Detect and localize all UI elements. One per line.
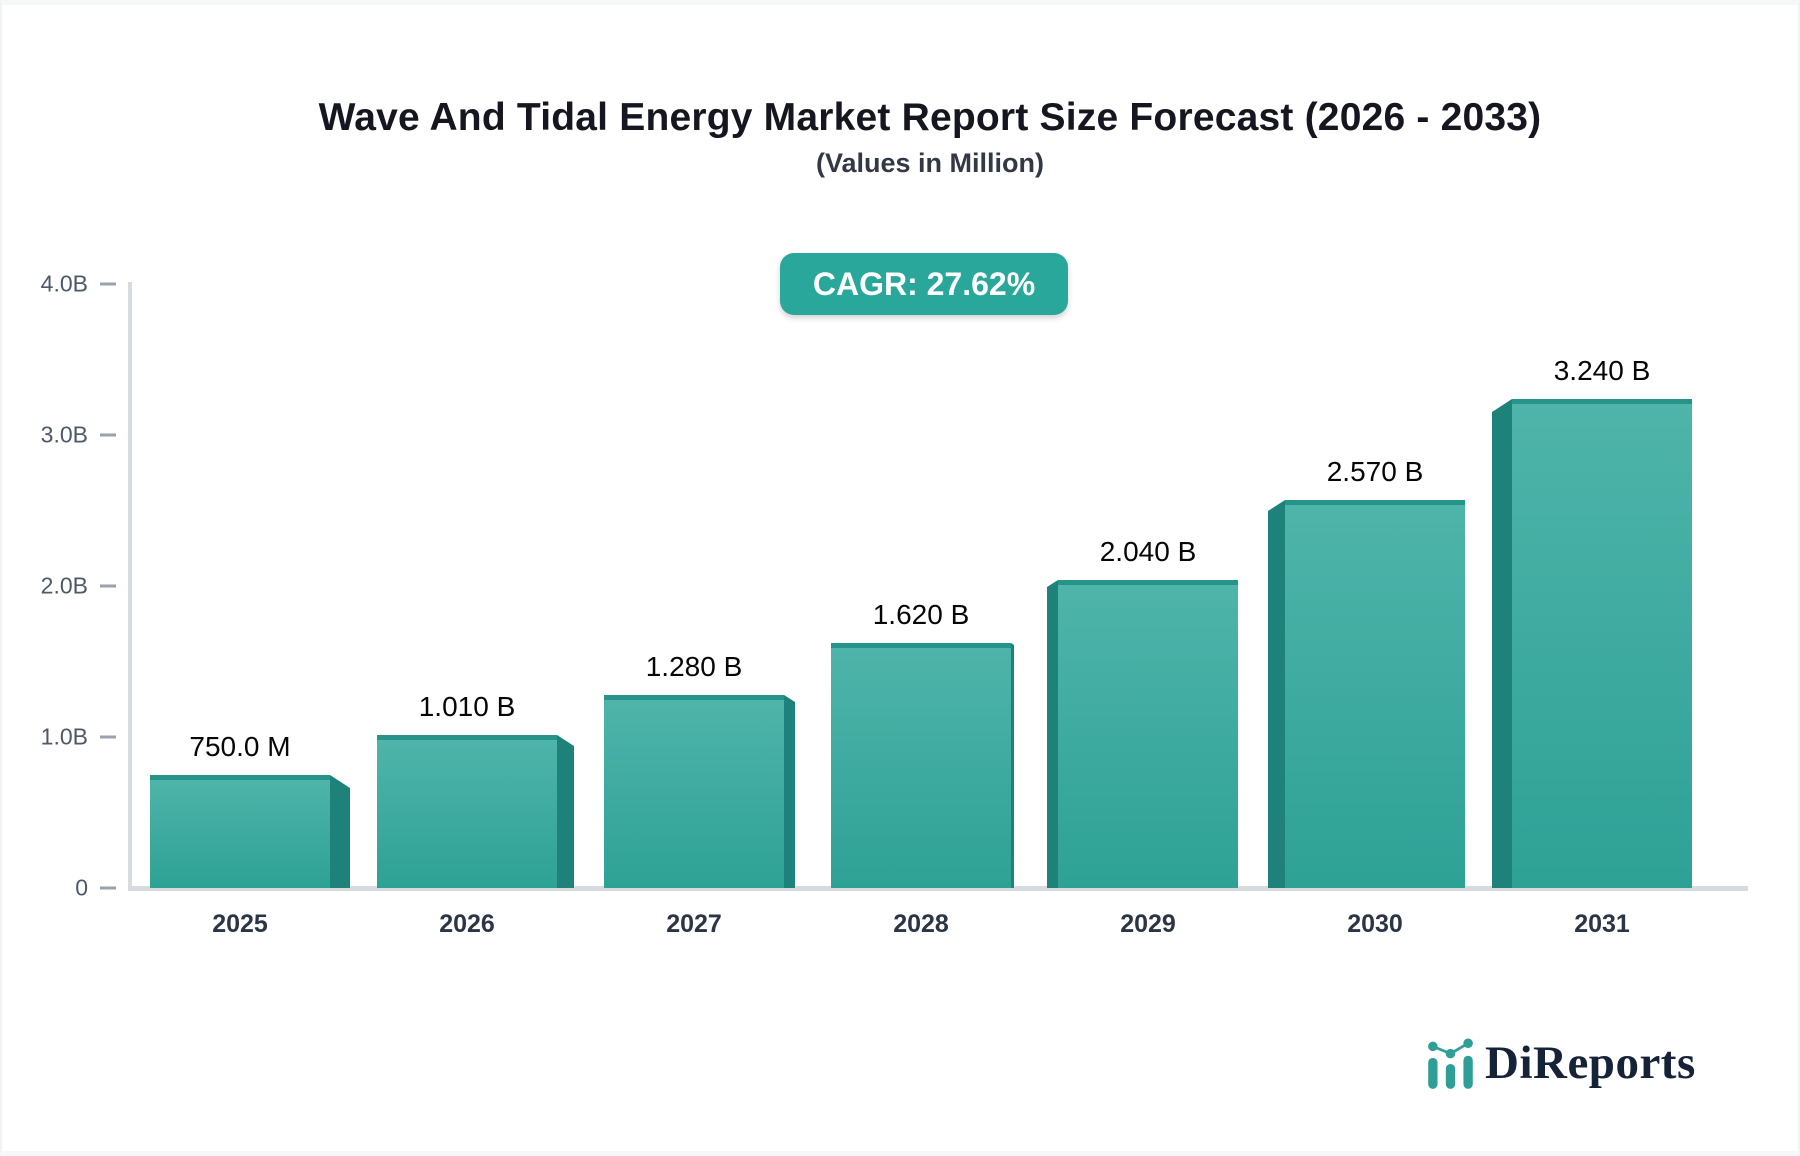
bar-2031: 3.240 B 2031 [1492,355,1692,938]
bar-2030: 2.570 B 2030 [1268,456,1465,938]
bar-chart-logo-icon [1428,1038,1473,1089]
x-tick-label-2026: 2026 [439,910,495,938]
y-tick-label: 2.0B [40,572,88,599]
bar-side [330,775,350,888]
y-tick-dash [100,886,116,890]
bar-face [1058,580,1238,888]
bar-side [784,695,795,888]
x-tick-label-2027: 2027 [666,910,722,938]
bar-side [1011,643,1014,888]
y-tick-label: 3.0B [40,421,88,448]
bar-2026: 1.010 B 2026 [377,691,574,938]
bar-side [1047,580,1058,888]
logo: DiReports [1425,1028,1725,1098]
bar-side [1268,500,1285,888]
bar-2027: 1.280 B 2027 [604,651,795,938]
bar-value-label: 1.620 B [872,599,970,630]
bar-2028: 1.620 B 2028 [831,599,1014,938]
bar-face [150,775,330,888]
x-tick-label-2031: 2031 [1574,910,1630,938]
y-tick-label: 0 [75,874,88,901]
y-tick-dash [100,282,116,286]
bar-side [557,735,574,888]
bar-face [1285,500,1465,888]
bar-side [1492,399,1512,888]
cagr-badge-label: CAGR: 27.62% [812,265,1036,302]
bar-face [377,735,557,888]
x-tick-label-2025: 2025 [212,910,268,938]
bar-value-label: 1.010 B [418,691,516,722]
y-tick-label: 4.0B [40,270,88,297]
bar-face [604,695,784,888]
page-subtitle: (Values in Million) [815,148,1045,178]
bar-2029: 2.040 B 2029 [1047,536,1238,938]
x-axis-line [128,886,1748,891]
bar-face [1512,399,1692,888]
bar-value-label: 750.0 M [189,731,291,762]
logo-text: DiReports [1485,1037,1696,1089]
y-tick-dash [100,433,116,437]
y-tick-dash [100,584,116,588]
bar-value-label: 2.040 B [1099,536,1197,567]
x-tick-label-2029: 2029 [1120,910,1176,938]
bar-face [831,643,1011,888]
x-tick-label-2030: 2030 [1347,910,1403,938]
page-title: Wave And Tidal Energy Market Report Size… [318,96,1542,139]
y-axis-line [128,282,132,890]
x-tick-label-2028: 2028 [893,910,949,938]
bar-value-label: 1.280 B [645,651,743,682]
y-tick-dash [100,735,116,739]
cagr-badge: CAGR: 27.62% [780,253,1068,315]
bar-value-label: 2.570 B [1326,456,1424,487]
bar-value-label: 3.240 B [1553,355,1651,386]
y-tick-label: 1.0B [40,723,88,750]
bar-2025: 750.0 M 2025 [150,731,350,938]
